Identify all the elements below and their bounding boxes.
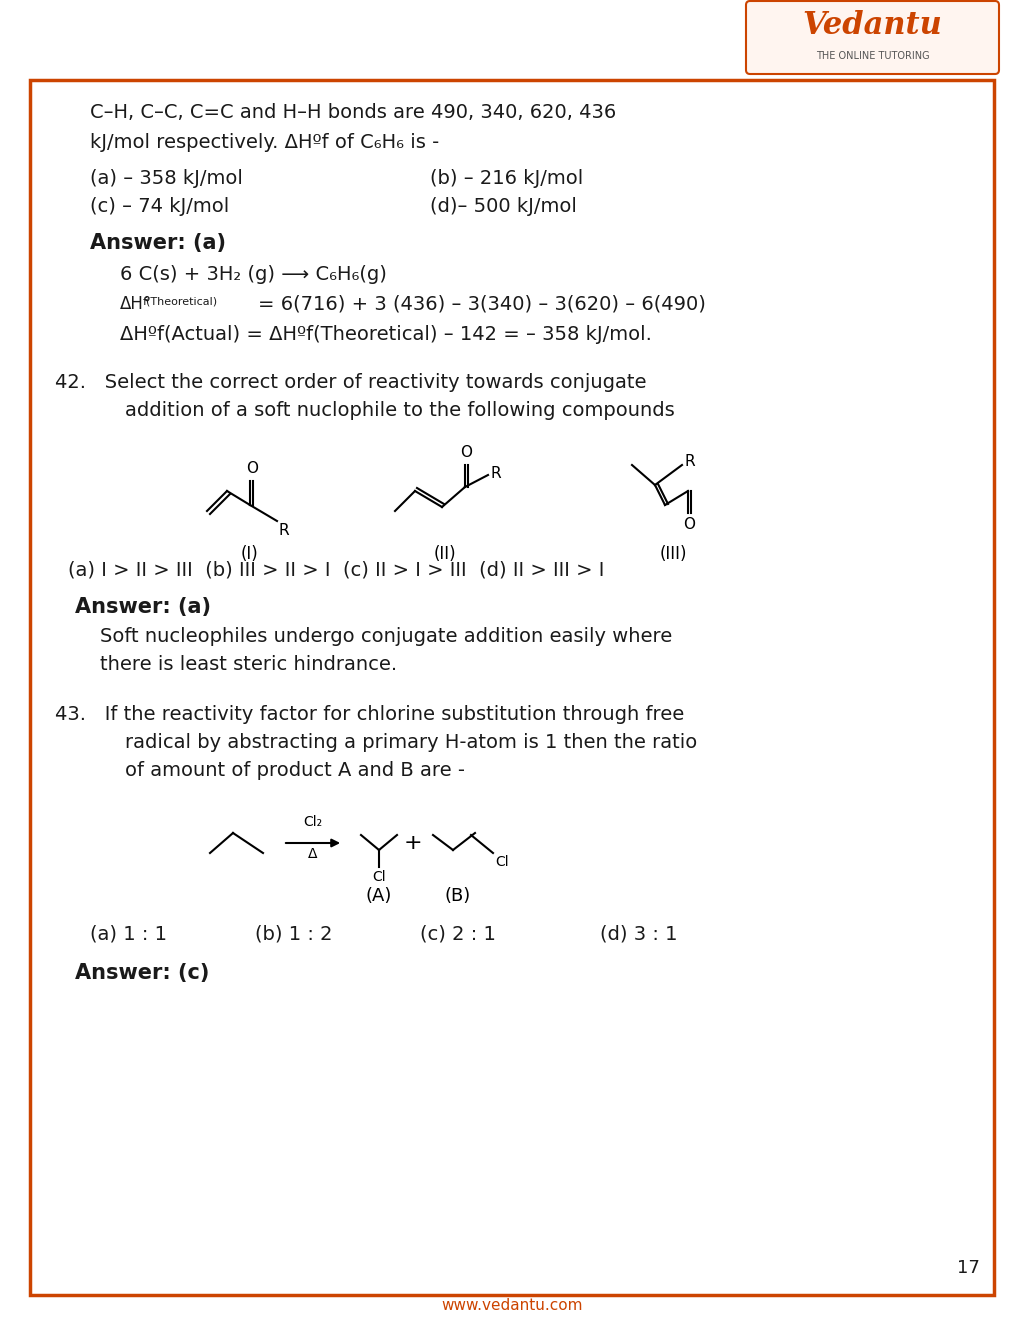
Text: Cl: Cl <box>495 855 509 869</box>
Text: R: R <box>490 465 501 481</box>
Text: Δ: Δ <box>308 847 317 861</box>
Text: O: O <box>683 517 695 533</box>
Text: 17: 17 <box>957 1259 980 1277</box>
Text: Vedantu: Vedantu <box>803 11 942 41</box>
Text: (a) – 358 kJ/mol: (a) – 358 kJ/mol <box>90 170 243 188</box>
Text: (a) 1 : 1: (a) 1 : 1 <box>90 925 167 943</box>
Text: Cl₂: Cl₂ <box>303 815 323 829</box>
Text: 43.   If the reactivity factor for chlorine substitution through free: 43. If the reactivity factor for chlorin… <box>55 705 684 723</box>
Text: kJ/mol respectively. ΔHºf of C₆H₆ is -: kJ/mol respectively. ΔHºf of C₆H₆ is - <box>90 132 439 152</box>
Text: (c) – 74 kJ/mol: (c) – 74 kJ/mol <box>90 197 229 216</box>
Text: 42.   Select the correct order of reactivity towards conjugate: 42. Select the correct order of reactivi… <box>55 374 646 392</box>
Text: (d)– 500 kJ/mol: (d)– 500 kJ/mol <box>430 197 577 216</box>
Text: (A): (A) <box>366 886 392 905</box>
Text: addition of a soft nuclophile to the following compounds: addition of a soft nuclophile to the fol… <box>75 401 675 420</box>
Text: Answer: (a): Answer: (a) <box>90 233 226 253</box>
Circle shape <box>182 335 842 995</box>
Text: radical by abstracting a primary H-atom is 1 then the ratio: radical by abstracting a primary H-atom … <box>75 733 697 753</box>
Text: Answer: (c): Answer: (c) <box>75 963 209 983</box>
Text: ΔH°: ΔH° <box>120 295 153 313</box>
Text: Soft nucleophiles undergo conjugate addition easily where: Soft nucleophiles undergo conjugate addi… <box>100 627 672 647</box>
Text: Cl: Cl <box>372 871 386 884</box>
Text: R: R <box>279 523 290 538</box>
Text: (B): (B) <box>444 886 471 905</box>
Text: Answer: (a): Answer: (a) <box>75 598 211 617</box>
Text: f(Theoretical): f(Theoretical) <box>143 297 218 307</box>
Text: (I): (I) <box>241 545 259 563</box>
Text: (b) – 216 kJ/mol: (b) – 216 kJ/mol <box>430 170 584 188</box>
Text: O: O <box>246 461 258 476</box>
Text: (c) 2 : 1: (c) 2 : 1 <box>420 925 496 943</box>
Text: +: + <box>403 833 422 853</box>
Text: there is least steric hindrance.: there is least steric hindrance. <box>100 655 397 674</box>
Text: = 6(716) + 3 (436) – 3(340) – 3(620) – 6(490): = 6(716) + 3 (436) – 3(340) – 3(620) – 6… <box>258 295 706 314</box>
Text: (b) 1 : 2: (b) 1 : 2 <box>255 925 333 943</box>
FancyBboxPatch shape <box>746 1 999 74</box>
Text: 6 C(s) + 3H₂ (g) ⟶ C₆H₆(g): 6 C(s) + 3H₂ (g) ⟶ C₆H₆(g) <box>120 265 387 284</box>
Text: R: R <box>684 453 694 469</box>
Text: of amount of product A and B are -: of amount of product A and B are - <box>75 761 465 780</box>
Text: www.vedantu.com: www.vedantu.com <box>441 1298 583 1313</box>
Text: ΔHºf(Actual) = ΔHºf(Theoretical) – 142 = – 358 kJ/mol.: ΔHºf(Actual) = ΔHºf(Theoretical) – 142 =… <box>120 325 652 344</box>
Text: THE ONLINE TUTORING: THE ONLINE TUTORING <box>816 50 930 61</box>
Text: (a) I > II > III  (b) III > II > I  (c) II > I > III  (d) II > III > I: (a) I > II > III (b) III > II > I (c) II… <box>68 560 604 580</box>
Text: (II): (II) <box>434 545 457 563</box>
Text: (III): (III) <box>659 545 687 563</box>
Text: (d) 3 : 1: (d) 3 : 1 <box>600 925 678 943</box>
Text: O: O <box>460 445 472 460</box>
Text: C–H, C–C, C=C and H–H bonds are 490, 340, 620, 436: C–H, C–C, C=C and H–H bonds are 490, 340… <box>90 103 616 122</box>
